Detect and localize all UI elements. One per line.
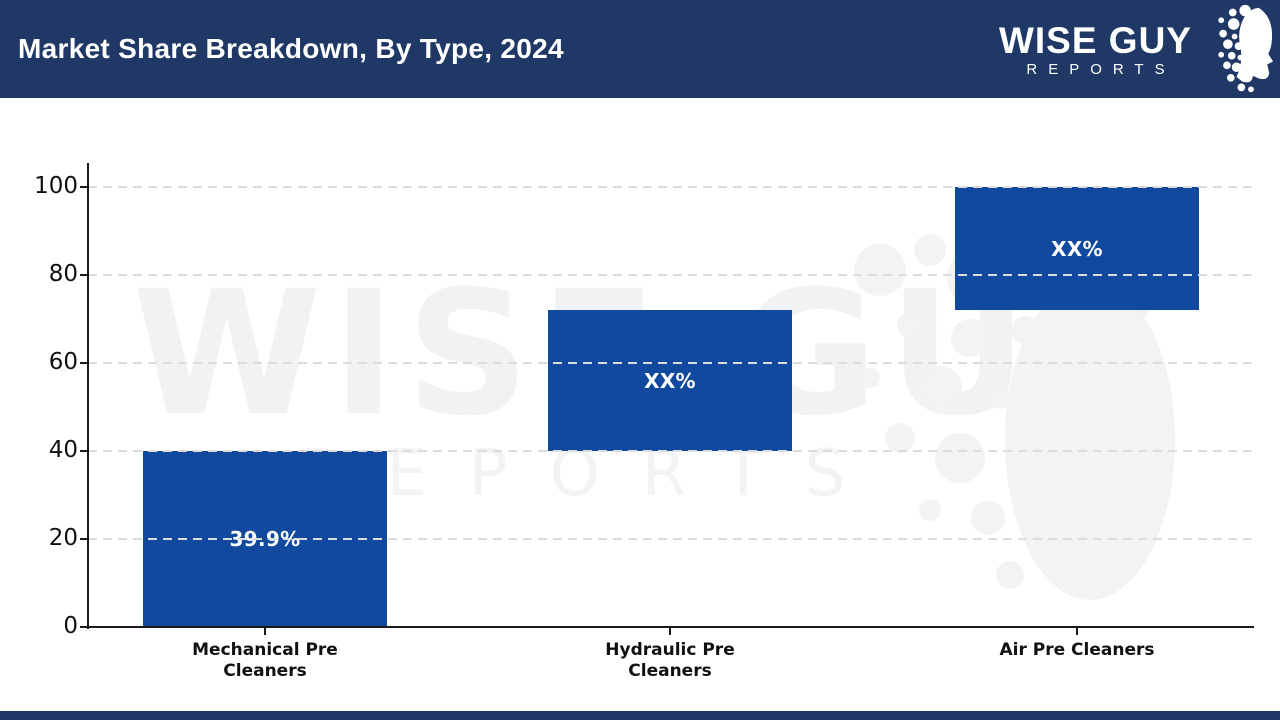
gridline-100 — [88, 186, 1252, 188]
logo-wordmark: WISE GUY REPORTS — [999, 22, 1192, 77]
header-bar: Market Share Breakdown, By Type, 2024 WI… — [0, 0, 1280, 98]
logo-wordmark-line2: REPORTS — [1026, 60, 1176, 78]
bar-segment: XX% — [548, 310, 792, 452]
watermark-reports: REPORTS — [300, 437, 888, 511]
x-tick-mark — [1076, 628, 1078, 635]
y-axis-line — [87, 163, 89, 629]
y-tick-mark — [80, 274, 88, 276]
gridline-60 — [88, 362, 1252, 364]
footer-bar — [0, 711, 1280, 720]
category-label: Air Pre Cleaners — [999, 640, 1155, 660]
bar-value-label: XX% — [644, 368, 696, 393]
logo-wordmark-line1: WISE GUY — [998, 19, 1192, 61]
y-tick-label: 80 — [48, 261, 78, 287]
wise-guy-reports-logo: WISE GUY REPORTS — [999, 3, 1274, 95]
gridline-80 — [88, 274, 1252, 276]
category-label: Mechanical Pre Cleaners — [192, 640, 338, 682]
category-label: Hydraulic Pre Cleaners — [605, 640, 735, 682]
gridline-20 — [88, 538, 1252, 540]
y-tick-label: 60 — [48, 349, 78, 375]
y-tick-mark — [80, 186, 88, 188]
bar-value-label: XX% — [1051, 236, 1103, 261]
x-axis-line — [87, 626, 1254, 628]
x-tick-mark — [669, 628, 671, 635]
y-tick-mark — [80, 362, 88, 364]
gridline-40 — [88, 450, 1252, 452]
y-tick-label: 0 — [63, 613, 78, 639]
page-title: Market Share Breakdown, By Type, 2024 — [18, 33, 564, 64]
y-tick-mark — [80, 450, 88, 452]
y-tick-label: 40 — [48, 437, 78, 463]
y-tick-label: 100 — [34, 173, 78, 199]
y-tick-label: 20 — [48, 525, 78, 551]
y-tick-mark — [80, 538, 88, 540]
y-tick-mark — [80, 626, 88, 628]
logo-face-icon — [1218, 4, 1274, 93]
x-tick-mark — [264, 628, 266, 635]
bar-segment: XX% — [955, 187, 1199, 311]
